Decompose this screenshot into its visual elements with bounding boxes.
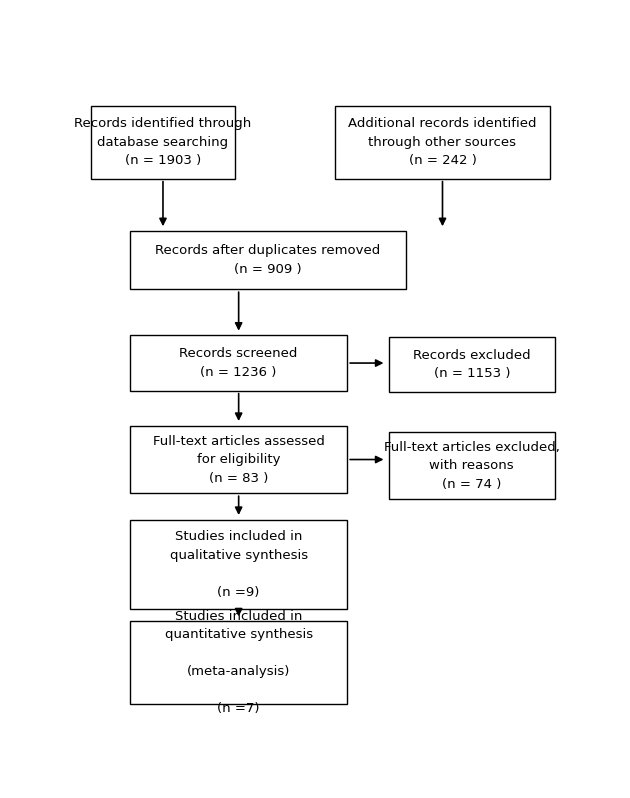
FancyBboxPatch shape <box>389 432 555 500</box>
FancyBboxPatch shape <box>130 231 406 290</box>
FancyBboxPatch shape <box>130 621 347 704</box>
FancyBboxPatch shape <box>130 519 347 609</box>
FancyBboxPatch shape <box>130 335 347 391</box>
FancyBboxPatch shape <box>389 337 555 392</box>
FancyBboxPatch shape <box>91 106 235 179</box>
Text: Full-text articles excluded,
with reasons
(n = 74 ): Full-text articles excluded, with reason… <box>384 440 559 491</box>
Text: Records excluded
(n = 1153 ): Records excluded (n = 1153 ) <box>413 349 530 380</box>
Text: Studies included in
qualitative synthesis

(n =9): Studies included in qualitative synthesi… <box>169 530 307 598</box>
Text: Full-text articles assessed
for eligibility
(n = 83 ): Full-text articles assessed for eligibil… <box>152 435 324 484</box>
Text: Records after duplicates removed
(n = 909 ): Records after duplicates removed (n = 90… <box>156 244 381 276</box>
Text: Records identified through
database searching
(n = 1903 ): Records identified through database sear… <box>74 117 251 168</box>
Text: Additional records identified
through other sources
(n = 242 ): Additional records identified through ot… <box>348 117 537 168</box>
Text: Studies included in
quantitative synthesis

(meta-analysis)

(n =7): Studies included in quantitative synthes… <box>164 610 312 715</box>
FancyBboxPatch shape <box>335 106 550 179</box>
Text: Records screened
(n = 1236 ): Records screened (n = 1236 ) <box>180 347 298 379</box>
FancyBboxPatch shape <box>130 425 347 493</box>
